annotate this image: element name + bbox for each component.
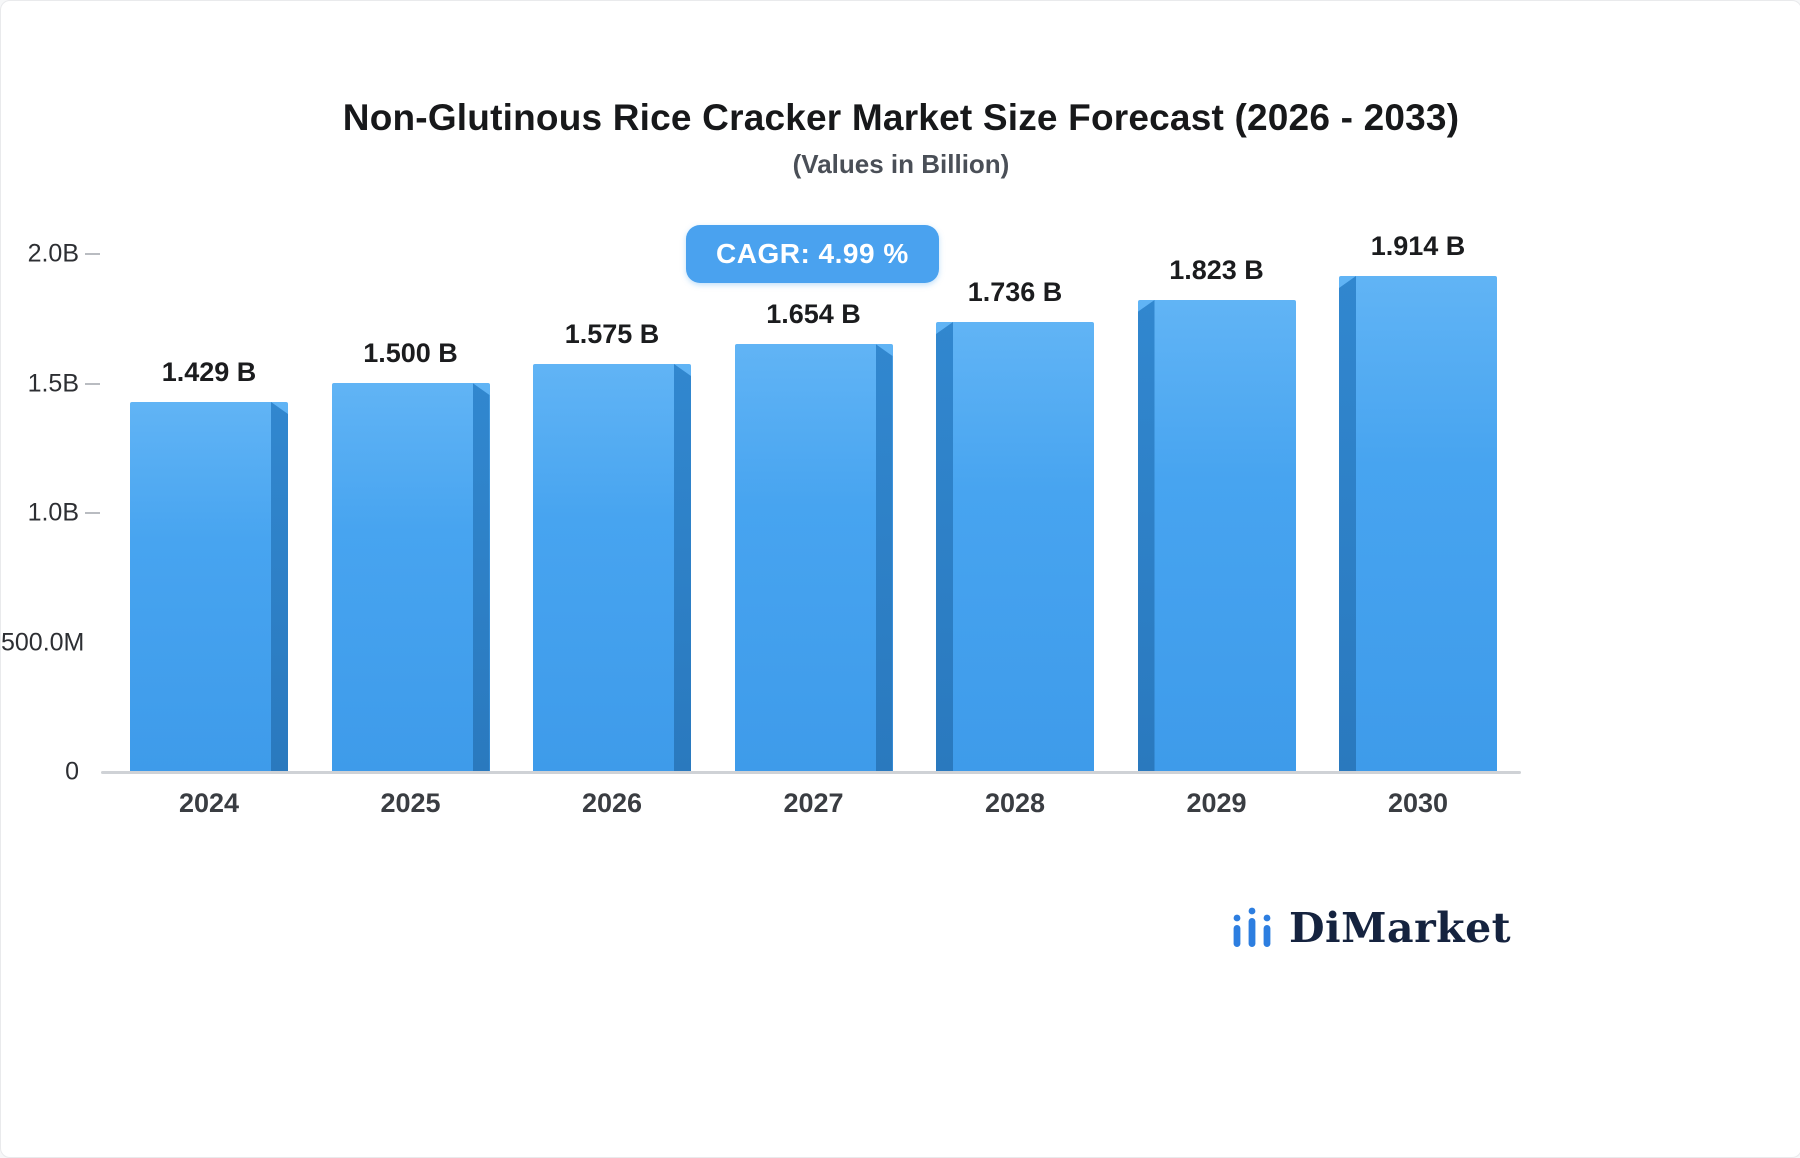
y-axis-label: 500.0M: [1, 628, 85, 656]
bar-value-label: 1.575 B: [564, 319, 660, 349]
y-axis-tick: [85, 382, 100, 385]
bar-column: 1.736 B 2028: [936, 254, 1094, 818]
y-axis-label: 1.5B: [27, 369, 79, 397]
bar-2024[interactable]: [130, 402, 288, 772]
x-axis-label: 2024: [178, 788, 240, 818]
bar-2026[interactable]: [533, 364, 691, 772]
bar-value-label: 1.500 B: [363, 338, 458, 368]
x-axis-label: 2030: [1387, 788, 1449, 818]
dimarket-logo-icon: [1229, 905, 1275, 951]
bar-chart: 1.429 B 2024 1.500 B 2025 1.575 B 2026 1.654 B…: [1, 231, 1521, 818]
y-axis-label: 1.0B: [27, 498, 79, 527]
brand-logo: DiMarket: [1229, 904, 1511, 952]
x-axis-label: 2026: [581, 788, 643, 818]
bar-value-label: 1.654 B: [766, 299, 861, 329]
bar-column: 1.429 B 2024: [130, 254, 288, 818]
x-axis-label: 2029: [1186, 788, 1247, 818]
bar-value-label: 1.736 B: [967, 277, 1063, 307]
y-axis-tick: [85, 253, 100, 255]
x-axis-label: 2025: [380, 788, 441, 818]
chart-subtitle: (Values in Billion): [792, 149, 1010, 179]
bar-value-label: 1.914 B: [1370, 231, 1466, 261]
y-axis-label: 2.0B: [27, 239, 79, 268]
plot-area: 1.429 B 2024 1.500 B 2025 1.575 B 2026 1.654 B…: [106, 231, 1521, 818]
bar-column: 1.500 B 2025: [331, 254, 490, 818]
bar-column: 1.914 B 2030: [1339, 231, 1497, 818]
bar-2029[interactable]: [1137, 300, 1296, 772]
cagr-badge[interactable]: CAGR: 4.99 %: [686, 225, 939, 283]
y-axis-tick: [85, 512, 100, 514]
x-axis-line: [101, 771, 1521, 774]
y-axis-label: 0: [65, 757, 79, 786]
bar-2027[interactable]: [734, 344, 893, 772]
bar-2025[interactable]: [331, 383, 490, 772]
x-axis-label: 2027: [783, 788, 844, 818]
x-axis-label: 2028: [984, 788, 1046, 818]
bar-value-label: 1.823 B: [1169, 255, 1264, 285]
bar-column: 1.823 B 2029: [1137, 254, 1296, 818]
bar-2028[interactable]: [936, 322, 1094, 772]
chart-title: Non-Glutinous Rice Cracker Market Size F…: [342, 97, 1460, 138]
brand-name: DiMarket: [1289, 904, 1512, 952]
bar-2030[interactable]: [1339, 276, 1497, 772]
bar-value-label: 1.429 B: [161, 357, 257, 387]
bar-column: 1.575 B 2026: [533, 254, 691, 818]
bar-column: 1.654 B 2027: [734, 254, 893, 818]
